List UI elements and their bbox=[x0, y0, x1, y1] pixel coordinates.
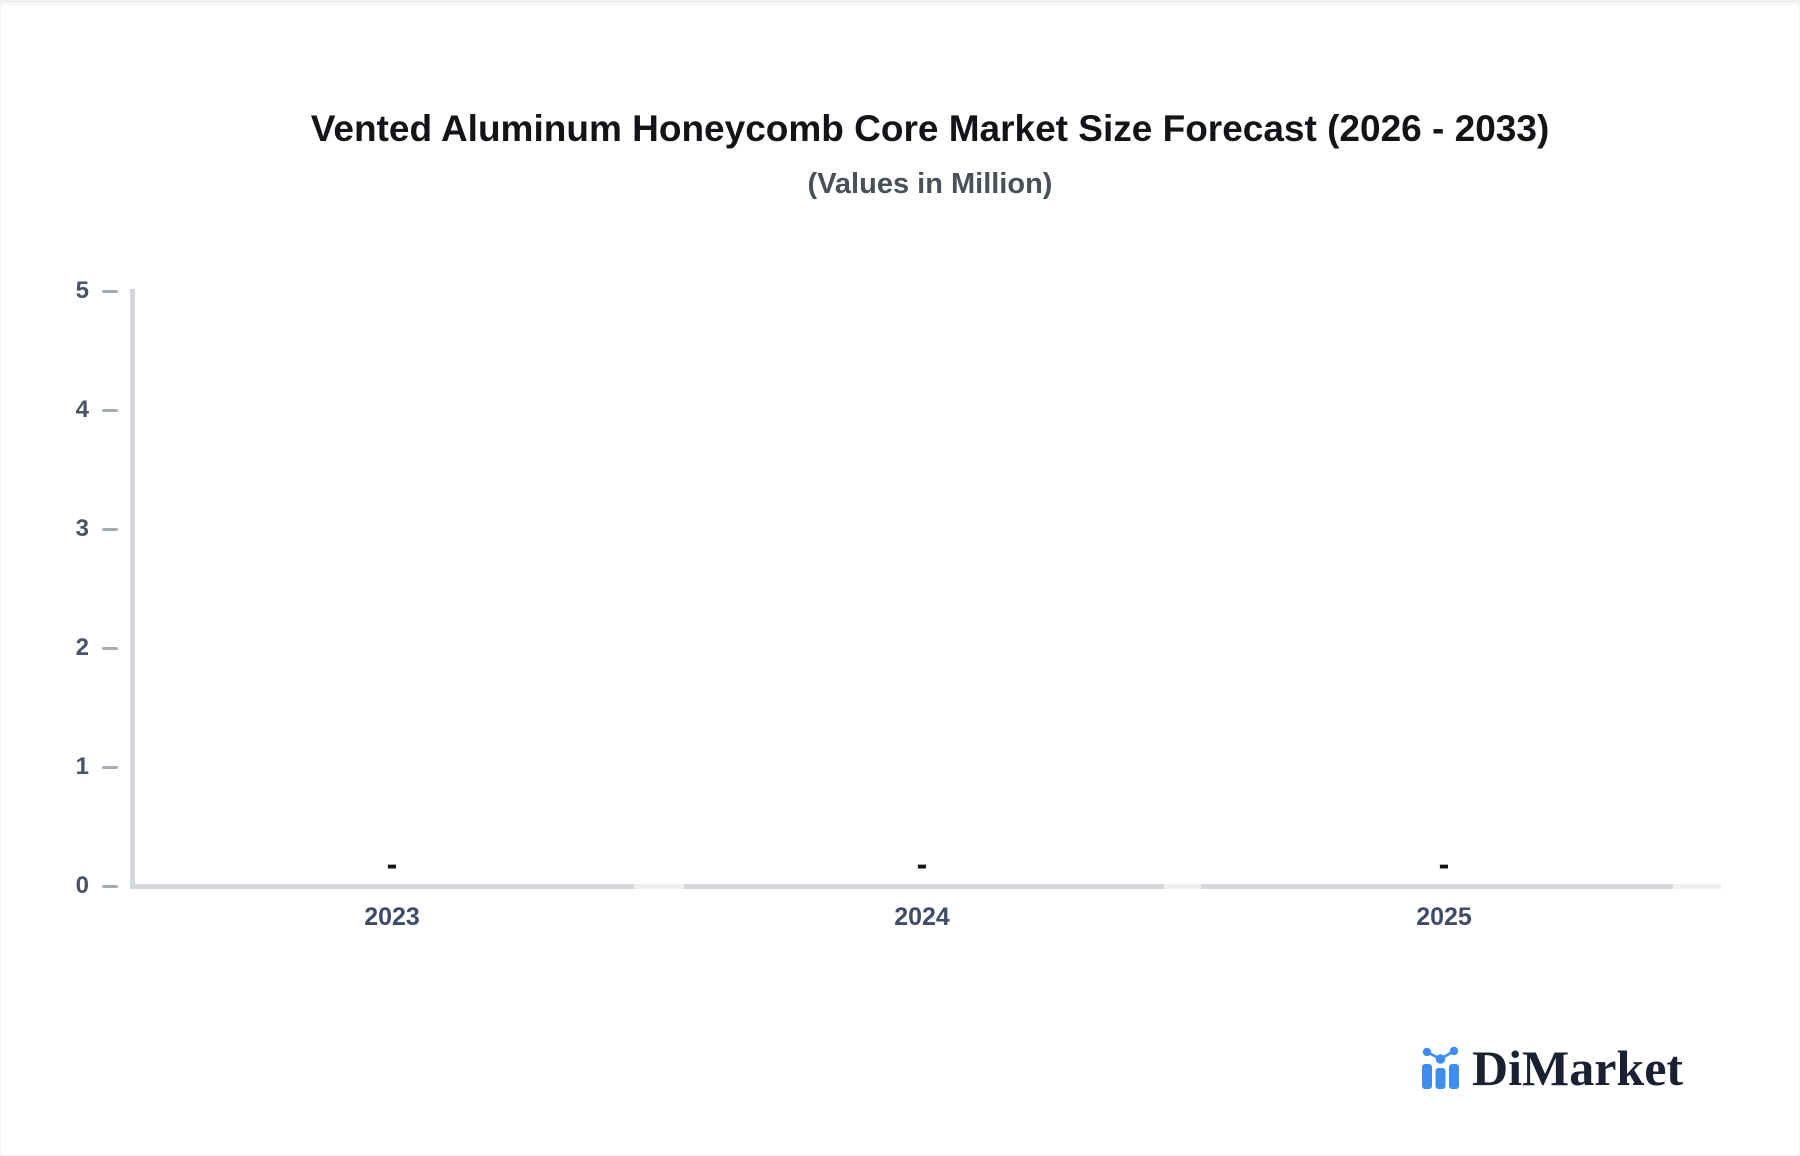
chart-title: Vented Aluminum Honeycomb Core Market Si… bbox=[310, 108, 1550, 149]
y-tick-label-4: 4 bbox=[75, 396, 89, 423]
baseline-light-segment bbox=[1673, 884, 1721, 889]
y-tick-label-5: 5 bbox=[75, 277, 89, 304]
x-tick-label-2024: 2024 bbox=[894, 903, 950, 931]
dimarket-logo: DiMarket bbox=[1415, 1042, 1683, 1094]
top-border-strip bbox=[1, 1, 1799, 5]
dimarket-logo-text: DiMarket bbox=[1472, 1040, 1684, 1096]
x-axis-line bbox=[130, 884, 1721, 889]
y-tick-mark bbox=[102, 290, 118, 293]
x-tick-label-2025: 2025 bbox=[1416, 903, 1472, 931]
bar-chart-trend-icon bbox=[1422, 1046, 1459, 1089]
y-tick-mark bbox=[102, 766, 118, 769]
chart-subtitle: (Values in Million) bbox=[807, 168, 1053, 200]
y-tick-label-0: 0 bbox=[75, 872, 89, 899]
baseline-light-segment bbox=[634, 884, 684, 889]
x-tick-label-2023: 2023 bbox=[364, 903, 420, 931]
y-tick-mark bbox=[102, 528, 118, 531]
y-tick-label-1: 1 bbox=[75, 753, 89, 780]
y-tick-mark bbox=[102, 885, 118, 888]
value-label-2024: - bbox=[916, 846, 928, 882]
y-tick-label-2: 2 bbox=[75, 634, 89, 661]
y-tick-mark bbox=[102, 409, 118, 412]
y-axis-line bbox=[130, 289, 135, 889]
value-label-2025: - bbox=[1438, 846, 1450, 882]
y-tick-mark bbox=[102, 647, 118, 650]
y-tick-label-3: 3 bbox=[75, 515, 89, 542]
baseline-light-segment bbox=[1164, 884, 1201, 889]
value-label-2023: - bbox=[386, 846, 398, 882]
